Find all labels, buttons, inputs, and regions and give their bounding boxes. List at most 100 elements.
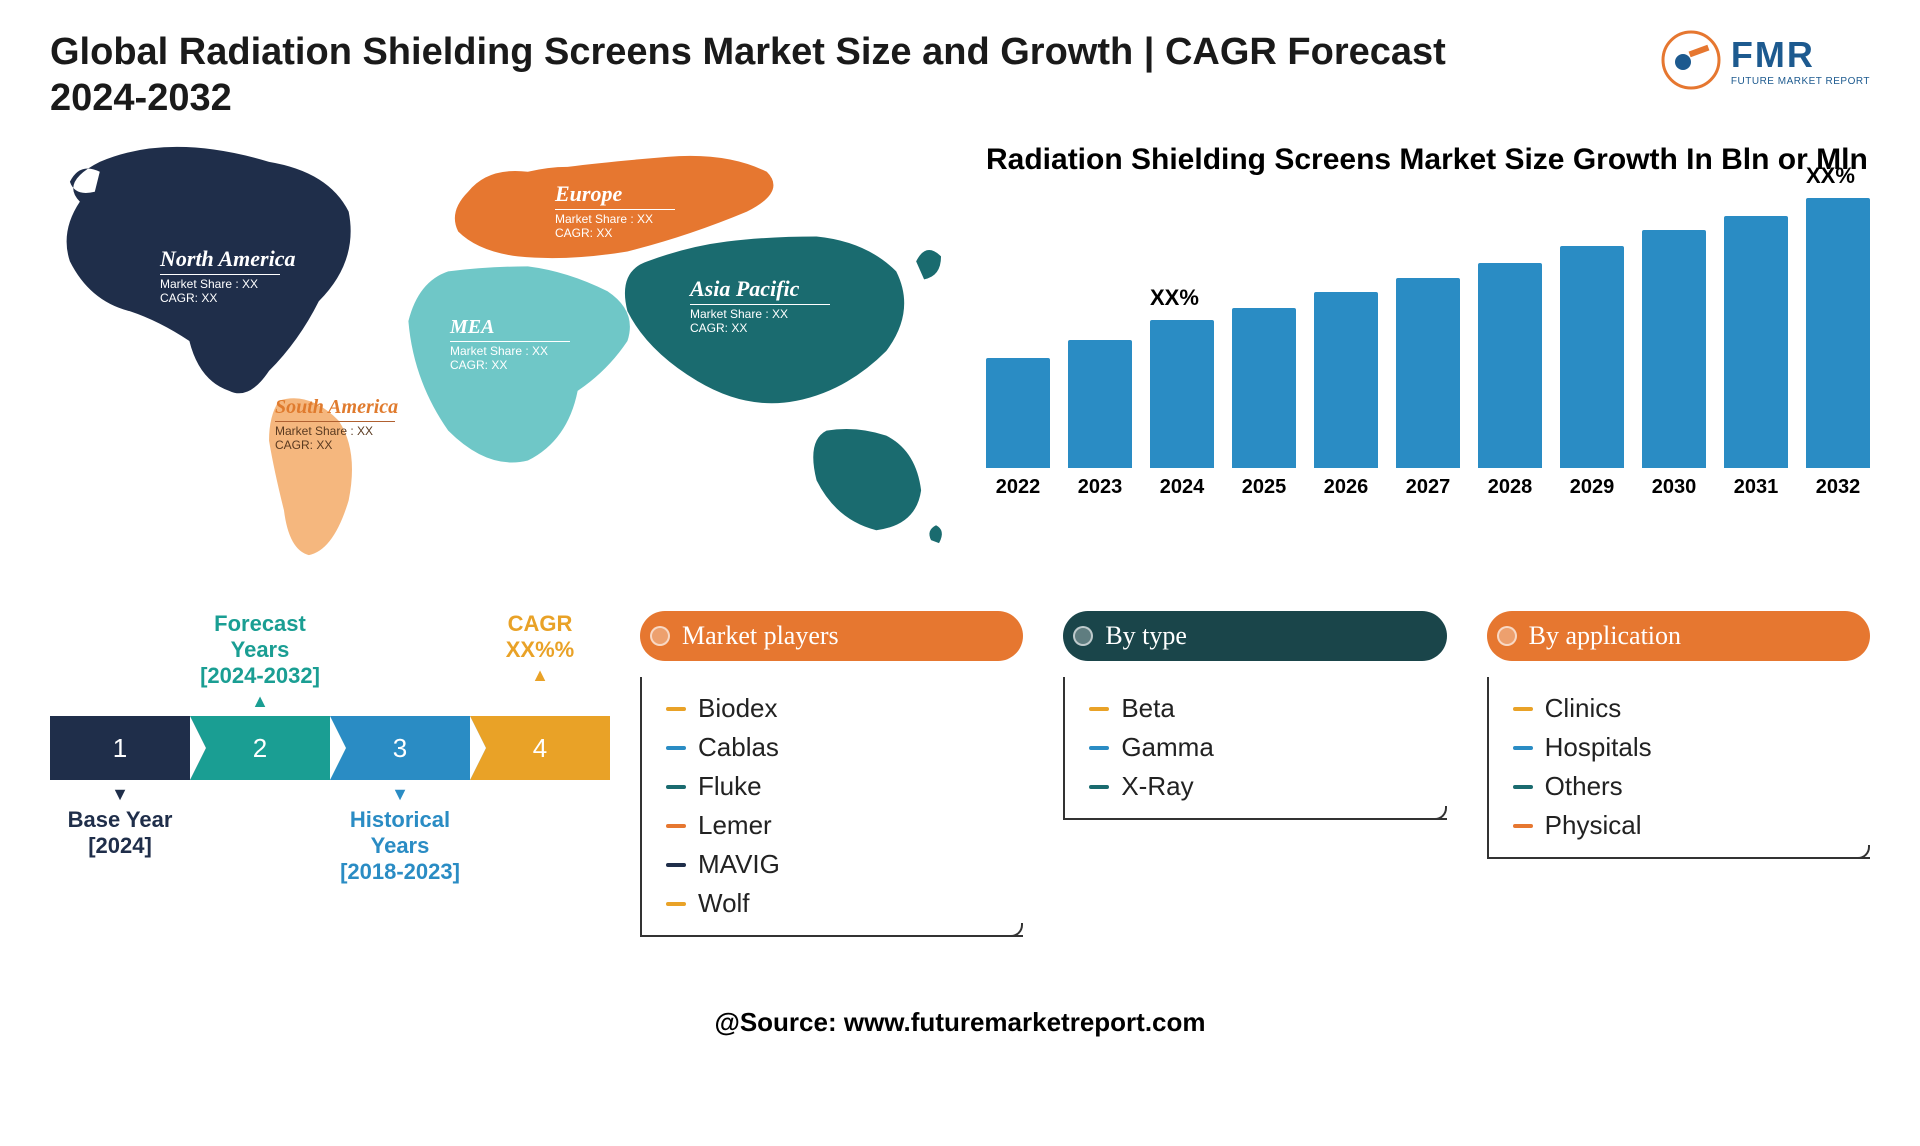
list-item: Others — [1513, 767, 1870, 806]
categories: Market players Biodex Cablas Fluke Lemer MAVI… — [640, 611, 1870, 937]
category-column: By application Clinics Hospitals Others Phys… — [1487, 611, 1870, 937]
bar — [1396, 278, 1460, 468]
category-list: Beta Gamma X-Ray — [1063, 677, 1446, 820]
bar-col: 2022 — [986, 358, 1050, 499]
timeline-bottom-label: ▼Historical Years[2018-2023] — [330, 784, 470, 885]
bar-col: 2025 — [1232, 308, 1296, 499]
bar — [1642, 230, 1706, 468]
region-label-ap: Asia Pacific Market Share : XX CAGR: XX — [690, 276, 830, 335]
bar-col: 2027 — [1396, 278, 1460, 499]
dash-icon — [1513, 785, 1533, 789]
region-label-sa: South America Market Share : XX CAGR: XX — [275, 396, 398, 452]
region-share: Market Share : XX — [160, 277, 295, 291]
bar — [986, 358, 1050, 468]
timeline-segment: 1 — [50, 716, 190, 780]
logo-text-sub: FUTURE MARKET REPORT — [1731, 76, 1870, 87]
bar-col: 2031 — [1724, 216, 1788, 499]
category-list: Clinics Hospitals Others Physical — [1487, 677, 1870, 859]
timeline-bar: 1234 — [50, 716, 610, 780]
bar — [1560, 246, 1624, 468]
category-column: By typeBetaGammaX-Ray — [1063, 611, 1446, 937]
category-pill: By application — [1487, 611, 1870, 661]
list-item-label: Physical — [1545, 810, 1642, 841]
category-pill: Market players — [640, 611, 1023, 661]
list-item: MAVIG — [666, 845, 1023, 884]
bar-chart: Radiation Shielding Screens Market Size … — [986, 141, 1870, 561]
region-cagr: CAGR: XX — [275, 438, 398, 452]
bar-label: 2032 — [1816, 476, 1861, 499]
bar — [1232, 308, 1296, 468]
list-item: Lemer — [666, 806, 1023, 845]
timeline-bottom-label: ▼Base Year[2024] — [50, 784, 190, 885]
bullet-icon — [1073, 626, 1093, 646]
bar-col: 2029 — [1560, 246, 1624, 499]
timeline-segment: 3 — [330, 716, 470, 780]
list-item: Beta — [1089, 689, 1446, 728]
bar-label: 2029 — [1570, 476, 1615, 499]
list-item: Hospitals — [1513, 728, 1870, 767]
list-item: Physical — [1513, 806, 1870, 845]
bar-col: 2024 — [1150, 320, 1214, 499]
region-label-na: North America Market Share : XX CAGR: XX — [160, 246, 295, 305]
list-item-label: MAVIG — [698, 849, 780, 880]
region-share: Market Share : XX — [690, 307, 830, 321]
dash-icon — [1513, 824, 1533, 828]
region-cagr: CAGR: XX — [160, 291, 295, 305]
timeline: Forecast Years[2024-2032]▲CAGRXX%%▲ 1234… — [50, 611, 610, 937]
chart-title: Radiation Shielding Screens Market Size … — [986, 141, 1870, 179]
list-item: X-Ray — [1089, 767, 1446, 806]
list-item-label: Lemer — [698, 810, 772, 841]
dash-icon — [1089, 746, 1109, 750]
bar-col: 2032 — [1806, 198, 1870, 499]
list-item: Biodex — [666, 689, 1023, 728]
page-title: Global Radiation Shielding Screens Marke… — [50, 30, 1550, 121]
region-name: Asia Pacific — [690, 276, 830, 302]
bar-label: 2028 — [1488, 476, 1533, 499]
region-share: Market Share : XX — [555, 212, 675, 226]
chart-bars: 2022202320242025202620272028202920302031… — [986, 199, 1870, 499]
list-item: Wolf — [666, 884, 1023, 923]
dash-icon — [1513, 707, 1533, 711]
chart-annotation: XX% — [1150, 285, 1199, 311]
bar-label: 2026 — [1324, 476, 1369, 499]
source-attribution: @Source: www.futuremarketreport.com — [50, 1007, 1870, 1038]
chart-annotation: XX% — [1806, 163, 1855, 189]
dash-icon — [666, 902, 686, 906]
region-cagr: CAGR: XX — [450, 358, 570, 372]
bullet-icon — [650, 626, 670, 646]
region-nz — [929, 525, 941, 543]
bar-col: 2023 — [1068, 340, 1132, 499]
bar-label: 2023 — [1078, 476, 1123, 499]
bar-label: 2022 — [996, 476, 1041, 499]
logo-text-main: FMR — [1731, 34, 1870, 76]
dash-icon — [666, 785, 686, 789]
dash-icon — [666, 707, 686, 711]
list-item-label: Cablas — [698, 732, 779, 763]
region-name: MEA — [450, 316, 570, 339]
bar-label: 2025 — [1242, 476, 1287, 499]
category-list: Biodex Cablas Fluke Lemer MAVIG Wolf — [640, 677, 1023, 937]
timeline-segment: 2 — [190, 716, 330, 780]
dash-icon — [1513, 746, 1533, 750]
category-column: Market players Biodex Cablas Fluke Lemer MAVI… — [640, 611, 1023, 937]
list-item-label: Gamma — [1121, 732, 1213, 763]
list-item-label: Fluke — [698, 771, 762, 802]
bar — [1724, 216, 1788, 468]
fmr-logo: FMR FUTURE MARKET REPORT — [1661, 30, 1870, 90]
region-share: Market Share : XX — [450, 344, 570, 358]
bar-label: 2031 — [1734, 476, 1779, 499]
list-item: Cablas — [666, 728, 1023, 767]
bar — [1478, 263, 1542, 468]
category-title: By application — [1529, 621, 1681, 651]
bar — [1314, 292, 1378, 468]
region-label-mea: MEA Market Share : XX CAGR: XX — [450, 316, 570, 372]
category-title: Market players — [682, 621, 839, 651]
list-item: Fluke — [666, 767, 1023, 806]
list-item-label: Hospitals — [1545, 732, 1652, 763]
list-item-label: Biodex — [698, 693, 778, 724]
bullet-icon — [1497, 626, 1517, 646]
region-label-eu: Europe Market Share : XX CAGR: XX — [555, 181, 675, 240]
bar-label: 2027 — [1406, 476, 1451, 499]
list-item: Clinics — [1513, 689, 1870, 728]
list-item-label: Wolf — [698, 888, 750, 919]
